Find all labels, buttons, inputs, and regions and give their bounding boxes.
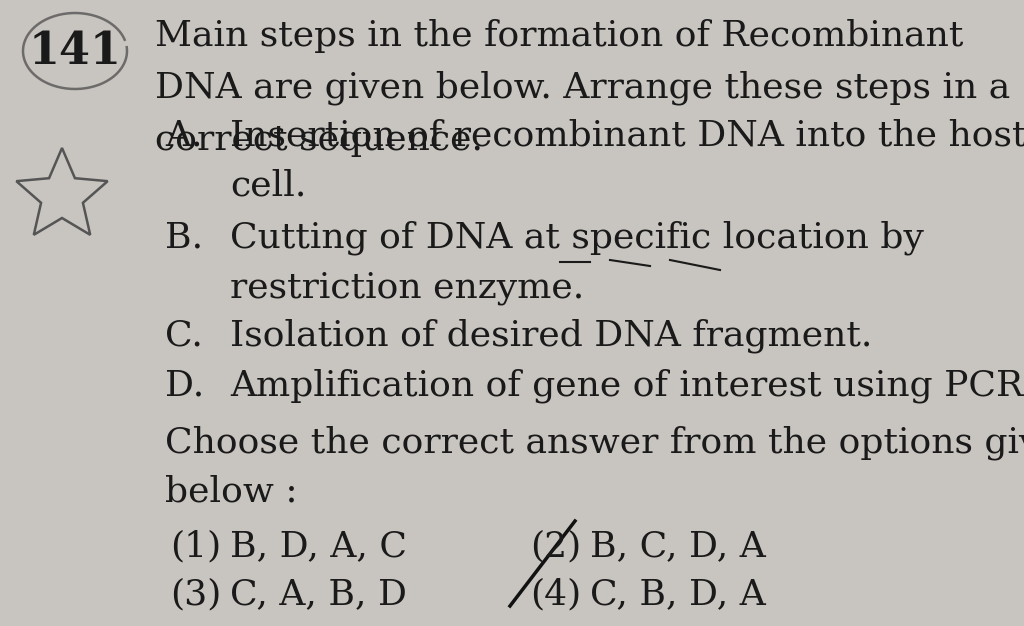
- Text: B, C, D, A: B, C, D, A: [590, 529, 766, 563]
- Text: A.: A.: [165, 119, 203, 153]
- Text: (1): (1): [170, 529, 221, 563]
- Text: DNA are given below. Arrange these steps in a: DNA are given below. Arrange these steps…: [155, 71, 1011, 105]
- Text: C, B, D, A: C, B, D, A: [590, 577, 766, 611]
- Text: correct sequence.: correct sequence.: [155, 123, 483, 157]
- Text: (4): (4): [530, 577, 582, 611]
- Text: Insertion of recombinant DNA into the host: Insertion of recombinant DNA into the ho…: [230, 119, 1024, 153]
- Text: (2): (2): [530, 529, 582, 563]
- Text: 141: 141: [29, 29, 122, 73]
- Text: B, D, A, C: B, D, A, C: [230, 529, 407, 563]
- Text: Main steps in the formation of Recombinant: Main steps in the formation of Recombina…: [155, 19, 964, 53]
- Text: D.: D.: [165, 369, 204, 403]
- Text: (3): (3): [170, 577, 221, 611]
- Text: restriction enzyme.: restriction enzyme.: [230, 271, 585, 305]
- Text: Isolation of desired DNA fragment.: Isolation of desired DNA fragment.: [230, 319, 872, 353]
- Text: Choose the correct answer from the options given: Choose the correct answer from the optio…: [165, 426, 1024, 460]
- Text: Amplification of gene of interest using PCR.: Amplification of gene of interest using …: [230, 369, 1024, 403]
- Text: cell.: cell.: [230, 169, 306, 203]
- Text: Cutting of DNA at specific location by: Cutting of DNA at specific location by: [230, 221, 924, 255]
- Text: C.: C.: [165, 319, 203, 353]
- Text: below :: below :: [165, 474, 298, 508]
- Text: B.: B.: [165, 221, 203, 255]
- Text: C, A, B, D: C, A, B, D: [230, 577, 407, 611]
